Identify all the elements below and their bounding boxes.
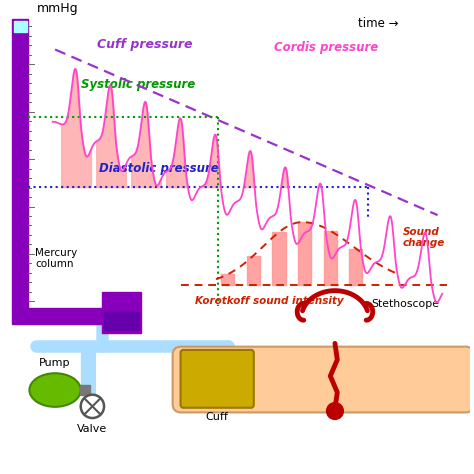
- Text: Pump: Pump: [39, 358, 71, 368]
- FancyBboxPatch shape: [181, 350, 254, 408]
- Text: Korotkoff sound intensity: Korotkoff sound intensity: [195, 296, 344, 306]
- Bar: [102, 292, 141, 333]
- FancyBboxPatch shape: [173, 346, 474, 412]
- Bar: [104, 312, 139, 330]
- Bar: [247, 255, 260, 285]
- Text: Sound
change: Sound change: [402, 227, 445, 248]
- Bar: [221, 274, 234, 285]
- Text: Stethoscope: Stethoscope: [371, 299, 439, 309]
- Bar: [12, 19, 28, 309]
- Text: Mercury
column: Mercury column: [35, 248, 77, 269]
- Bar: [80, 385, 90, 395]
- Ellipse shape: [29, 373, 81, 407]
- Bar: [324, 231, 337, 285]
- Text: Cuff: Cuff: [206, 412, 228, 422]
- Text: Systolic pressure: Systolic pressure: [81, 78, 195, 91]
- Bar: [298, 222, 311, 285]
- Bar: [14, 20, 27, 32]
- Text: Diastolic pressure: Diastolic pressure: [100, 162, 219, 175]
- Circle shape: [327, 402, 343, 419]
- Text: mmHg: mmHg: [36, 1, 78, 15]
- Bar: [273, 232, 285, 285]
- Text: Cuff pressure: Cuff pressure: [97, 38, 192, 51]
- Bar: [349, 249, 363, 285]
- Bar: [12, 309, 102, 324]
- Text: Cordis pressure: Cordis pressure: [274, 41, 379, 54]
- Text: Valve: Valve: [77, 424, 108, 434]
- Text: time →: time →: [358, 18, 399, 30]
- Circle shape: [81, 395, 104, 418]
